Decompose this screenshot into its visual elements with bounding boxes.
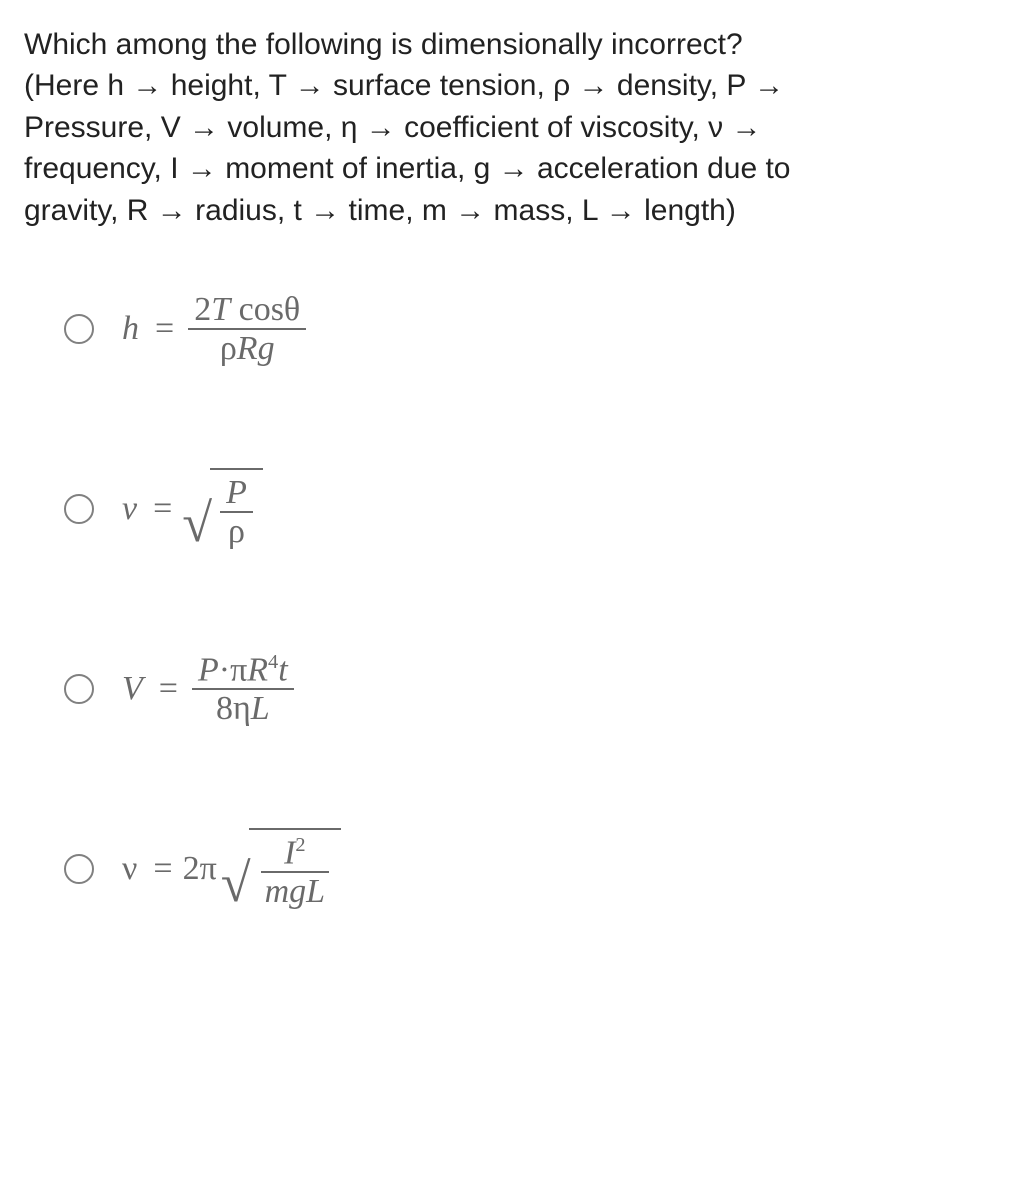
option-4-lhs: ν	[122, 850, 137, 888]
option-3-lhs: V	[122, 670, 143, 708]
equals-sign: =	[159, 670, 178, 708]
coefficient: 2π	[183, 850, 217, 888]
radio-icon[interactable]	[64, 494, 94, 524]
option-2-formula: v = √ P ρ	[122, 468, 263, 551]
denominator: ρ	[222, 513, 251, 550]
fraction: P ρ	[220, 474, 253, 551]
option-2[interactable]: v = √ P ρ	[64, 468, 1000, 551]
page: Which among the following is dimensional…	[0, 0, 1024, 911]
sqrt-body: P ρ	[210, 468, 263, 551]
fraction: 2T cosθ ρRg	[188, 291, 306, 368]
question-line-5: gravity, R → radius, t → time, m → mass,…	[24, 194, 736, 227]
numerator: P	[220, 474, 253, 513]
square-root: √ P ρ	[182, 468, 263, 551]
question-stem: Which among the following is dimensional…	[24, 24, 1000, 231]
equals-sign: =	[155, 310, 174, 348]
denominator: ρRg	[214, 330, 281, 367]
radio-icon[interactable]	[64, 314, 94, 344]
fraction: I2 mgL	[259, 834, 331, 911]
question-line-4: frequency, I → moment of inertia, g → ac…	[24, 152, 791, 185]
radio-icon[interactable]	[64, 674, 94, 704]
question-line-2: (Here h → height, T → surface tension, ρ…	[24, 69, 784, 102]
fraction: P·πR4t 8ηL	[192, 651, 294, 728]
denominator: mgL	[259, 873, 331, 910]
denominator: 8ηL	[210, 690, 276, 727]
option-2-lhs: v	[122, 490, 137, 528]
numerator: 2T cosθ	[188, 291, 306, 330]
option-3-formula: V = P·πR4t 8ηL	[122, 651, 298, 728]
equals-sign: =	[153, 850, 172, 888]
options-list: h = 2T cosθ ρRg v = √ P ρ	[24, 291, 1000, 911]
radio-icon[interactable]	[64, 854, 94, 884]
question-line-1: Which among the following is dimensional…	[24, 28, 743, 61]
option-1-formula: h = 2T cosθ ρRg	[122, 291, 310, 368]
sqrt-body: I2 mgL	[249, 828, 341, 911]
option-1-lhs: h	[122, 310, 139, 348]
option-1[interactable]: h = 2T cosθ ρRg	[64, 291, 1000, 368]
sqrt-icon: √	[221, 856, 251, 910]
numerator: I2	[261, 834, 329, 874]
square-root: √ I2 mgL	[221, 828, 341, 911]
option-4[interactable]: ν = 2π √ I2 mgL	[64, 828, 1000, 911]
option-4-formula: ν = 2π √ I2 mgL	[122, 828, 341, 911]
numerator: P·πR4t	[192, 651, 294, 691]
option-3[interactable]: V = P·πR4t 8ηL	[64, 651, 1000, 728]
question-line-3: Pressure, V → volume, η → coefficient of…	[24, 111, 761, 144]
equals-sign: =	[153, 490, 172, 528]
sqrt-icon: √	[182, 496, 212, 550]
